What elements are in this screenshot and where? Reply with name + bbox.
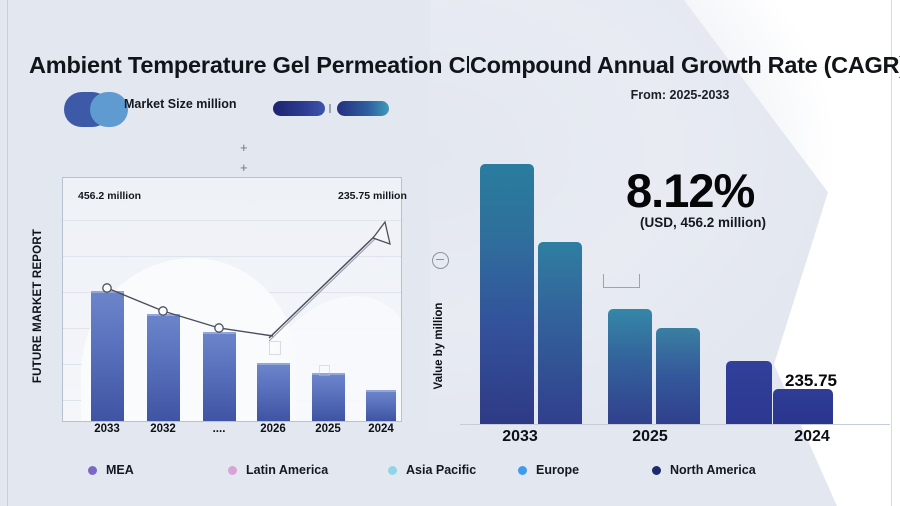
legend-item-label: MEA <box>106 463 134 477</box>
legend-marker-icon <box>518 465 527 475</box>
legend-item-north-america[interactable]: North America <box>652 463 756 477</box>
left-edge-rule <box>7 0 8 506</box>
logo-lobe-right <box>90 92 128 127</box>
legend-pill-separator <box>329 104 331 113</box>
logo-caption: Market Size million <box>124 97 237 111</box>
right-x-tick: 2033 <box>502 428 538 445</box>
legend-item-label: Asia Pacific <box>406 463 477 477</box>
left-chart-bar <box>91 291 124 421</box>
legend-marker-icon <box>228 465 237 475</box>
page-title-left: Ambient Temperature Gel Permeation Ch... <box>29 52 469 78</box>
left-chart-bar <box>203 332 236 421</box>
legend-pill-primary <box>273 101 325 116</box>
left-chart-bar <box>366 390 396 421</box>
trend-point <box>158 306 168 316</box>
right-chart-bar <box>608 309 652 424</box>
right-chart-bar <box>773 389 833 424</box>
left-chart-plot-area <box>62 177 402 422</box>
left-chart-end-label: 235.75 million <box>338 190 407 202</box>
left-chart-bar <box>312 373 345 421</box>
left-x-tick: 2026 <box>260 423 286 435</box>
legend-marker-icon <box>388 465 397 475</box>
right-chart-bar <box>480 164 534 424</box>
left-x-tick: 2025 <box>315 423 341 435</box>
left-chart-x-axis: 2033 2032 .... 2026 2025 2024 <box>62 423 400 441</box>
right-chart-x-axis: 2033 2025 2024 <box>460 428 890 448</box>
legend-item-label: North America <box>670 463 756 477</box>
legend: MEA Latin America Asia Pacific Europe No… <box>60 463 850 487</box>
legend-item-latin-america[interactable]: Latin America <box>228 463 328 477</box>
legend-pill-secondary <box>337 101 389 116</box>
page-subtitle-right: From: 2025-2033 <box>630 88 730 102</box>
right-chart-bar <box>726 361 772 424</box>
left-x-tick: .... <box>212 423 226 435</box>
legend-item-europe[interactable]: Europe <box>518 463 579 477</box>
right-x-tick: 2024 <box>794 428 830 445</box>
growth-arrow-icon <box>268 220 391 342</box>
left-x-tick: 2024 <box>368 423 394 435</box>
trend-point <box>102 283 112 293</box>
legend-item-asia-pacific[interactable]: Asia Pacific <box>388 463 476 477</box>
brand-logo-icon <box>64 92 128 127</box>
plus-icon: + <box>240 140 248 155</box>
left-x-tick: 2033 <box>94 423 120 435</box>
trend-line <box>106 287 274 337</box>
left-x-tick: 2032 <box>150 423 176 435</box>
plus-icon: + <box>240 160 248 175</box>
cagr-value: 8.12% <box>626 164 755 217</box>
legend-item-label: Europe <box>536 463 580 477</box>
left-chart-bar <box>257 363 290 421</box>
left-chart-start-label: 456.2 million <box>78 190 142 202</box>
page-title-right: Compound Annual Growth Rate (CAGR) <box>470 52 900 78</box>
chart-glyph-icon <box>319 365 330 376</box>
right-chart-y-axis-label: Value by million <box>433 302 445 390</box>
right-chart-bar <box>656 328 700 424</box>
right-chart-data-label: 235.75 <box>785 371 837 390</box>
left-chart-trend-overlay <box>102 220 391 342</box>
legend-marker-icon <box>88 465 97 475</box>
zoom-out-icon[interactable] <box>432 252 449 269</box>
legend-marker-icon <box>652 465 661 475</box>
right-chart-bar <box>538 242 582 424</box>
legend-item-label: Latin America <box>246 463 329 477</box>
right-edge-rule <box>891 0 892 506</box>
right-chart-baseline <box>460 424 890 425</box>
table-glyph-icon <box>269 341 281 355</box>
right-chart-plot-area <box>460 150 890 424</box>
cagr-note: (USD, 456.2 million) <box>640 215 767 230</box>
trend-point <box>214 323 224 333</box>
legend-item-mea[interactable]: MEA <box>88 463 134 477</box>
left-chart-y-axis-label: FUTURE MARKET REPORT <box>32 228 44 384</box>
right-x-tick: 2025 <box>632 428 668 445</box>
callout-bracket <box>603 274 640 288</box>
